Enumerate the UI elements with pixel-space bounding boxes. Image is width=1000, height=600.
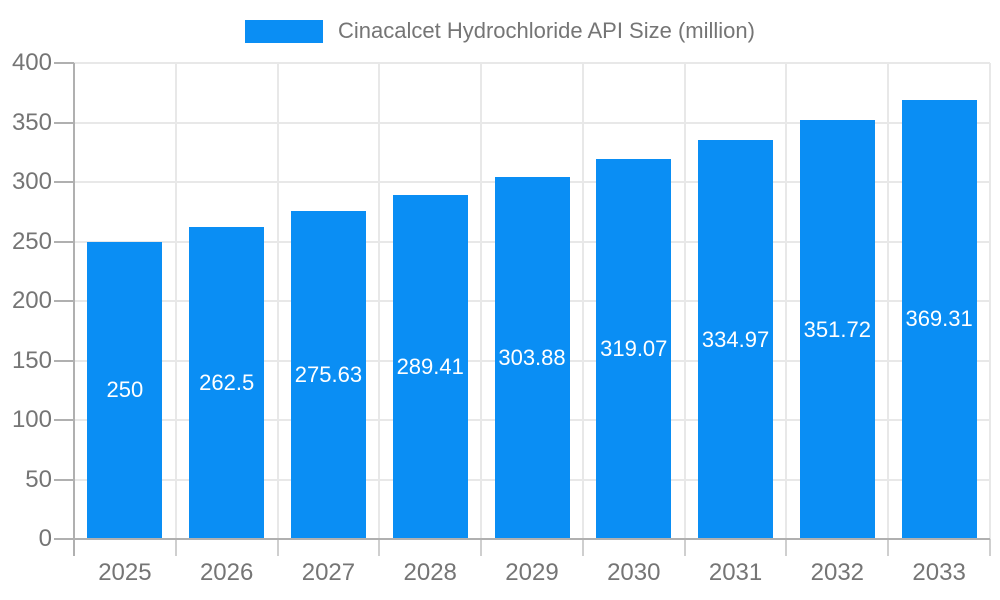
y-axis-label: 250 xyxy=(11,227,52,255)
bar-2028: 289.41 xyxy=(392,194,468,539)
x-axis-tick xyxy=(480,539,483,556)
x-axis-label: 2032 xyxy=(810,559,865,586)
bar-2025: 250 xyxy=(87,241,163,539)
x-axis-tick xyxy=(989,539,991,556)
y-axis-tick xyxy=(54,359,74,362)
bar-2030: 319.07 xyxy=(596,159,672,539)
bar-value-label: 262.5 xyxy=(199,369,255,395)
bar-2032: 351.72 xyxy=(799,120,875,539)
x-axis-label: 2029 xyxy=(505,559,559,586)
x-gridline xyxy=(989,63,991,539)
y-gridline xyxy=(74,121,990,124)
bar-2029: 303.88 xyxy=(494,177,570,539)
x-axis-label: 2031 xyxy=(708,559,763,586)
y-axis-label: 400 xyxy=(11,49,52,76)
x-axis-label: 2030 xyxy=(607,559,661,586)
x-gridline xyxy=(581,63,584,539)
x-axis-label: 2027 xyxy=(301,559,356,586)
bar-2027: 275.63 xyxy=(290,211,366,539)
bar-value-label: 275.63 xyxy=(294,361,363,387)
x-axis-tick xyxy=(378,539,381,556)
x-axis-tick xyxy=(683,539,686,556)
bar-2033: 369.31 xyxy=(901,99,977,539)
x-axis-tick xyxy=(887,539,890,556)
y-axis-tick xyxy=(54,62,74,64)
x-gridline xyxy=(480,63,483,539)
x-axis-label: 2028 xyxy=(403,559,457,586)
x-axis-line xyxy=(74,538,990,540)
x-gridline xyxy=(683,63,686,539)
bar-value-label: 369.31 xyxy=(905,306,973,332)
y-axis-line xyxy=(73,63,75,556)
x-axis-label: 2026 xyxy=(199,559,254,586)
y-axis-label: 150 xyxy=(11,346,52,374)
y-axis-tick xyxy=(54,419,74,421)
bar-value-label: 250 xyxy=(106,377,144,403)
y-axis-tick xyxy=(54,121,74,124)
y-axis-tick xyxy=(54,181,74,183)
x-axis-tick xyxy=(276,539,279,556)
x-gridline xyxy=(276,63,279,539)
y-axis-label: 300 xyxy=(11,168,52,195)
x-gridline xyxy=(887,63,890,539)
legend-swatch xyxy=(245,19,324,43)
y-axis-tick xyxy=(54,240,74,243)
x-axis-label: 2033 xyxy=(912,559,966,586)
y-axis-label: 200 xyxy=(11,287,52,314)
bar-2031: 334.97 xyxy=(698,140,774,539)
bar-value-label: 289.41 xyxy=(396,353,464,379)
bar-value-label: 334.97 xyxy=(701,326,770,352)
bar-value-label: 351.72 xyxy=(803,316,871,342)
x-axis-tick xyxy=(581,539,584,556)
y-axis-label: 50 xyxy=(25,465,52,493)
x-axis-label: 2025 xyxy=(98,559,152,586)
legend: Cinacalcet Hydrochloride API Size (milli… xyxy=(0,18,1000,44)
y-axis-tick xyxy=(54,478,74,481)
y-axis-tick xyxy=(54,538,74,540)
bar-value-label: 303.88 xyxy=(498,345,566,371)
y-axis-label: 0 xyxy=(38,525,52,552)
y-axis-label: 100 xyxy=(11,406,52,433)
y-axis-tick xyxy=(54,300,74,302)
y-gridline xyxy=(74,62,990,64)
x-axis-tick xyxy=(174,539,177,556)
x-gridline xyxy=(378,63,381,539)
legend-label: Cinacalcet Hydrochloride API Size (milli… xyxy=(338,18,755,43)
y-axis-label: 350 xyxy=(11,108,52,136)
bar-2026: 262.5 xyxy=(189,226,265,539)
x-gridline xyxy=(785,63,788,539)
x-axis-tick xyxy=(785,539,788,556)
x-gridline xyxy=(174,63,177,539)
bar-value-label: 319.07 xyxy=(600,336,668,362)
